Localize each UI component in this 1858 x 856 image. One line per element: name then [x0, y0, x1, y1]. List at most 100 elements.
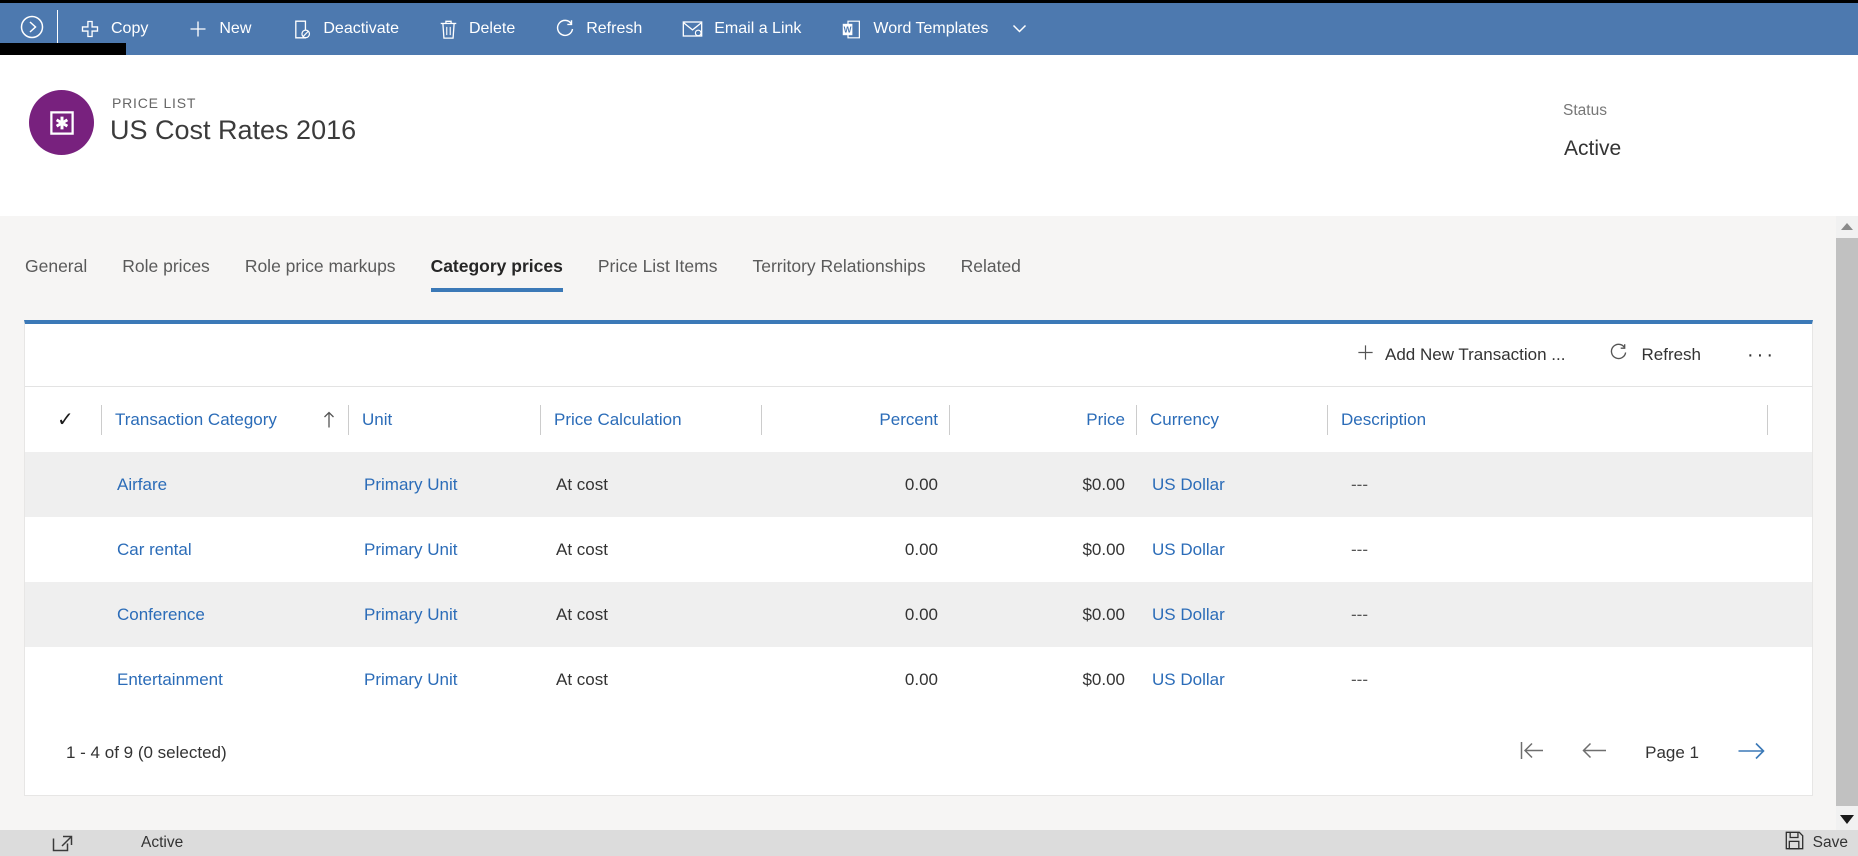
column-header-percent[interactable]: Percent	[761, 387, 949, 452]
refresh-icon	[1609, 343, 1628, 367]
scrollbar-down-button[interactable]	[1836, 808, 1858, 830]
price-calculation-cell: At cost	[556, 604, 608, 624]
price-cell: $0.00	[1082, 474, 1125, 494]
tab-price-list-items[interactable]: Price List Items	[597, 256, 718, 276]
category-link[interactable]: Entertainment	[117, 669, 223, 689]
copy-button[interactable]: Copy	[80, 19, 148, 39]
price-calculation-cell: At cost	[556, 474, 608, 494]
tab-category-prices[interactable]: Category prices	[430, 244, 564, 292]
unit-link[interactable]: Primary Unit	[364, 539, 458, 559]
percent-cell: 0.00	[904, 539, 938, 559]
next-page-button[interactable]	[1737, 742, 1765, 765]
tab-role-prices[interactable]: Role prices	[122, 256, 210, 276]
row-checkbox-cell[interactable]	[25, 452, 101, 517]
tab-role-price-markups[interactable]: Role price markups	[244, 256, 396, 276]
email-a-link-label: Email a Link	[714, 20, 802, 37]
window-edge-artifact	[0, 43, 126, 55]
save-label: Save	[1812, 834, 1848, 851]
table-row[interactable]: Entertainment Primary Unit At cost 0.00 …	[25, 647, 1812, 712]
page-navigation: Page 1	[1520, 742, 1765, 765]
unit-link[interactable]: Primary Unit	[364, 474, 458, 494]
tab-territory-relationships[interactable]: Territory Relationships	[752, 256, 926, 276]
first-page-button[interactable]	[1520, 742, 1544, 764]
description-cell: ---	[1351, 669, 1368, 689]
deactivate-button[interactable]: Deactivate	[291, 19, 399, 40]
entity-type-label: PRICE LIST	[112, 95, 197, 111]
currency-link[interactable]: US Dollar	[1152, 474, 1225, 494]
grid-refresh-button[interactable]: Refresh	[1609, 343, 1701, 367]
record-count: 1 - 4 of 9 (0 selected)	[66, 743, 227, 762]
category-prices-grid: Add New Transaction ... Refresh ··· ✓ Tr…	[24, 320, 1813, 796]
description-cell: ---	[1351, 604, 1368, 624]
refresh-icon	[555, 19, 575, 39]
word-templates-button[interactable]: W Word Templates	[841, 19, 1027, 40]
category-link[interactable]: Conference	[117, 604, 205, 624]
record-title: US Cost Rates 2016	[110, 115, 357, 145]
expand-commands-button[interactable]	[19, 14, 45, 45]
triangle-down-icon	[1840, 814, 1854, 824]
copy-icon	[80, 19, 100, 39]
word-icon: W	[841, 19, 862, 40]
tab-related[interactable]: Related	[960, 256, 1021, 276]
price-cell: $0.00	[1082, 604, 1125, 624]
column-header-price-calculation[interactable]: Price Calculation	[540, 387, 761, 452]
row-checkbox-cell[interactable]	[25, 582, 101, 647]
page-number: Page 1	[1645, 743, 1699, 762]
percent-cell: 0.00	[904, 669, 938, 689]
email-link-icon	[682, 20, 703, 38]
currency-link[interactable]: US Dollar	[1152, 539, 1225, 559]
currency-link[interactable]: US Dollar	[1152, 604, 1225, 624]
status-field-value[interactable]: Active	[1564, 137, 1622, 160]
category-link[interactable]: Car rental	[117, 539, 192, 559]
unit-link[interactable]: Primary Unit	[364, 669, 458, 689]
scrollbar-up-button[interactable]	[1836, 216, 1858, 237]
first-page-icon	[1520, 742, 1544, 764]
column-header-transaction-category[interactable]: Transaction Category	[101, 387, 348, 452]
column-header-filler	[1767, 387, 1812, 452]
column-header-price[interactable]: Price	[949, 387, 1136, 452]
currency-link[interactable]: US Dollar	[1152, 669, 1225, 689]
svg-text:W: W	[844, 24, 852, 34]
row-checkbox-cell[interactable]	[25, 647, 101, 712]
deactivate-label: Deactivate	[323, 20, 399, 37]
column-header-unit[interactable]: Unit	[348, 387, 540, 452]
tab-general[interactable]: General	[25, 256, 88, 276]
table-row[interactable]: Airfare Primary Unit At cost 0.00 $0.00 …	[25, 452, 1812, 517]
more-commands-button[interactable]: ···	[1747, 343, 1776, 366]
save-button[interactable]: Save	[1785, 831, 1848, 855]
refresh-button[interactable]: Refresh	[555, 19, 642, 39]
previous-page-button[interactable]	[1582, 742, 1607, 764]
price-cell: $0.00	[1082, 669, 1125, 689]
triangle-up-icon	[1841, 223, 1853, 230]
new-button[interactable]: New	[188, 19, 251, 39]
chevron-right-circle-icon	[19, 14, 45, 45]
email-a-link-button[interactable]: Email a Link	[682, 20, 801, 38]
command-bar-divider	[57, 10, 58, 48]
table-row[interactable]: Car rental Primary Unit At cost 0.00 $0.…	[25, 517, 1812, 582]
select-all-checkbox[interactable]: ✓	[57, 409, 74, 431]
delete-button[interactable]: Delete	[439, 19, 515, 40]
chevron-down-icon	[1012, 24, 1027, 34]
add-new-transaction-button[interactable]: Add New Transaction ...	[1356, 343, 1565, 367]
vertical-scrollbar	[1836, 216, 1858, 830]
price-calculation-cell: At cost	[556, 669, 608, 689]
popout-form-icon[interactable]	[52, 835, 73, 852]
row-checkbox-cell[interactable]	[25, 517, 101, 582]
plus-icon	[188, 19, 208, 39]
new-label: New	[219, 20, 252, 37]
category-link[interactable]: Airfare	[117, 474, 168, 494]
column-header-description[interactable]: Description	[1327, 387, 1767, 452]
unit-link[interactable]: Primary Unit	[364, 604, 458, 624]
percent-cell: 0.00	[904, 604, 938, 624]
description-cell: ---	[1351, 474, 1368, 494]
grid-footer: 1 - 4 of 9 (0 selected) Page 1	[25, 712, 1812, 794]
copy-label: Copy	[111, 20, 149, 37]
form-tabs: General Role prices Role price markups C…	[25, 244, 1021, 292]
grid-refresh-label: Refresh	[1641, 345, 1702, 364]
column-header-currency[interactable]: Currency	[1136, 387, 1327, 452]
table-row[interactable]: Conference Primary Unit At cost 0.00 $0.…	[25, 582, 1812, 647]
price-cell: $0.00	[1082, 539, 1125, 559]
scrollbar-thumb[interactable]	[1836, 238, 1858, 806]
delete-icon	[439, 19, 458, 40]
percent-cell: 0.00	[904, 474, 938, 494]
